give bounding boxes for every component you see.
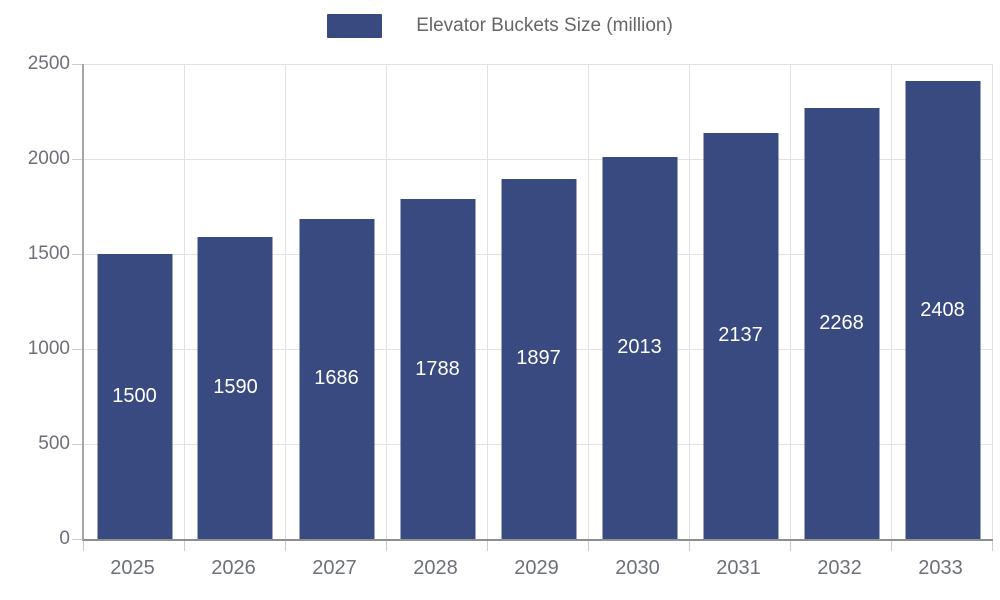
x-axis-tick-label: 2025 bbox=[110, 557, 155, 579]
x-axis-tick bbox=[588, 541, 589, 551]
y-axis-tick bbox=[72, 539, 82, 540]
x-axis-labels: 2025 2026 2027 2028 2029 2030 2031 2032 2033 bbox=[82, 541, 991, 591]
vertical-gridline bbox=[486, 64, 488, 539]
y-axis-tick-label: 500 bbox=[38, 433, 70, 454]
bar-value-label: 1686 bbox=[314, 367, 359, 390]
y-axis-tick-label: 0 bbox=[59, 528, 70, 549]
x-axis-tick bbox=[284, 541, 286, 551]
legend-swatch bbox=[327, 14, 383, 38]
y-axis-tick-label: 1500 bbox=[27, 243, 70, 264]
x-axis-tick-label: 2027 bbox=[312, 557, 357, 579]
bar-2027[interactable]: 1686 bbox=[299, 218, 374, 539]
y-axis-tick-label: 2500 bbox=[27, 53, 70, 74]
plot-area: 1500 1590 1686 1788 1897 2013 2137 2268 2408 bbox=[72, 64, 993, 551]
vertical-gridline bbox=[284, 64, 286, 539]
y-axis-tick bbox=[72, 159, 82, 160]
bar-value-label: 1788 bbox=[415, 357, 460, 380]
bar-value-label: 2013 bbox=[617, 336, 662, 359]
bar-2030[interactable]: 2013 bbox=[602, 156, 677, 539]
bar-value-label: 2268 bbox=[819, 312, 864, 335]
x-axis-tick-label: 2028 bbox=[413, 557, 458, 579]
bar-2031[interactable]: 2137 bbox=[703, 132, 778, 539]
y-axis-tick-label: 2000 bbox=[27, 148, 70, 169]
x-axis-tick-label: 2029 bbox=[514, 557, 559, 579]
x-axis-tick bbox=[183, 541, 185, 551]
vertical-gridline bbox=[588, 64, 589, 539]
x-axis-tick-label: 2031 bbox=[716, 557, 761, 579]
x-axis-tick bbox=[486, 541, 488, 551]
bar-2026[interactable]: 1590 bbox=[197, 236, 273, 539]
vertical-gridline bbox=[890, 64, 892, 539]
bar-value-label: 2137 bbox=[718, 324, 763, 347]
y-axis-tick bbox=[72, 64, 82, 65]
bar-value-label: 1500 bbox=[112, 385, 157, 407]
bar-2029[interactable]: 1897 bbox=[501, 178, 576, 539]
vertical-gridline bbox=[688, 64, 690, 539]
x-axis-tick bbox=[83, 541, 84, 551]
x-axis-tick bbox=[992, 541, 993, 551]
y-axis-labels: 0 500 1000 1500 2000 2500 bbox=[0, 53, 70, 549]
vertical-gridline bbox=[183, 64, 185, 539]
horizontal-gridline bbox=[84, 64, 993, 65]
vertical-gridline bbox=[385, 64, 387, 539]
bar-2025[interactable]: 1500 bbox=[97, 254, 172, 539]
x-axis-tick-label: 2033 bbox=[918, 557, 963, 579]
bar-value-label: 2408 bbox=[920, 298, 965, 321]
y-axis-tick-label: 1000 bbox=[27, 338, 70, 359]
bar-2033[interactable]: 2408 bbox=[905, 81, 980, 539]
y-axis-tick bbox=[72, 444, 82, 445]
bar-2028[interactable]: 1788 bbox=[400, 199, 475, 539]
legend-label: Elevator Buckets Size (million) bbox=[416, 15, 673, 36]
bar-value-label: 1897 bbox=[516, 347, 561, 370]
x-axis-tick bbox=[890, 541, 892, 551]
horizontal-gridline bbox=[84, 159, 993, 160]
legend[interactable]: Elevator Buckets Size (million) bbox=[0, 14, 1000, 38]
x-axis-tick-label: 2032 bbox=[817, 557, 862, 579]
x-axis-tick bbox=[385, 541, 387, 551]
x-axis-tick bbox=[790, 541, 791, 551]
y-axis-tick bbox=[72, 349, 82, 350]
vertical-gridline bbox=[992, 64, 993, 539]
x-axis-tick bbox=[688, 541, 690, 551]
x-axis-tick-label: 2030 bbox=[615, 557, 660, 579]
bar-value-label: 1590 bbox=[213, 376, 258, 399]
bar-2032[interactable]: 2268 bbox=[804, 108, 879, 539]
y-axis-tick bbox=[72, 254, 82, 255]
vertical-gridline bbox=[790, 64, 791, 539]
x-axis-tick-label: 2026 bbox=[211, 557, 256, 579]
